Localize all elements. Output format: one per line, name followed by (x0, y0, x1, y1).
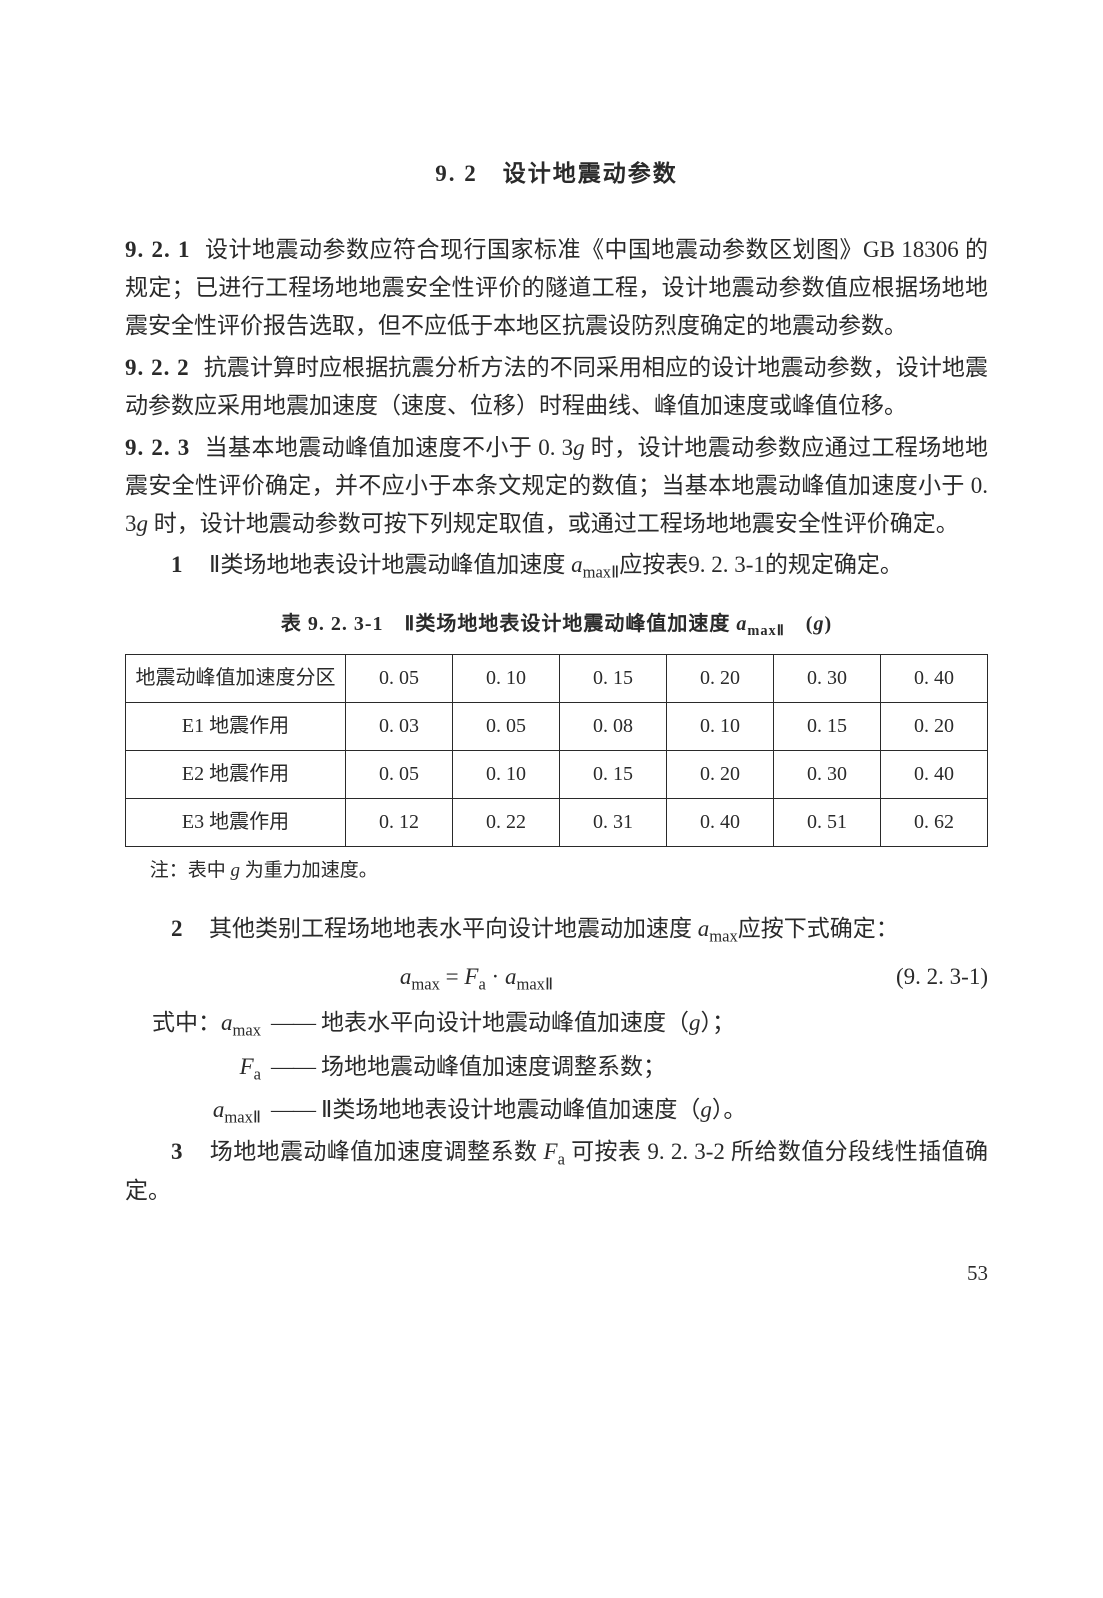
where-row: Fa —— 场地地震动峰值加速度调整系数； (125, 1046, 988, 1089)
where-desc: 场地地震动峰值加速度调整系数； (321, 1046, 988, 1089)
cell: 0. 30 (774, 751, 881, 799)
item-3: 3 场地地震动峰值加速度调整系数 Fa 可按表 9. 2. 3-2 所给数值分段… (125, 1133, 988, 1211)
header-cell: 0. 05 (346, 655, 453, 703)
clause-text: 当基本地震动峰值加速度不小于 0. 3 (204, 435, 573, 460)
dash: —— (265, 1002, 321, 1045)
table-note: 注：表中 g 为重力加速度。 (125, 855, 988, 886)
item-number: 2 (171, 916, 184, 941)
where-row: 式中：amax —— 地表水平向设计地震动峰值加速度（g）； (125, 1002, 988, 1045)
Fa-symbol: Fa (544, 1139, 565, 1164)
a-maxII-symbol: amaxⅡ (571, 552, 619, 577)
dash: —— (265, 1089, 321, 1132)
table-9-2-3-1: 地震动峰值加速度分区 0. 05 0. 10 0. 15 0. 20 0. 30… (125, 654, 988, 847)
clause-text: 设计地震动参数应符合现行国家标准《中国地震动参数区划图》GB 18306 的规定… (125, 237, 988, 338)
where-symbol: Fa (125, 1046, 265, 1089)
cell: 0. 62 (881, 799, 988, 847)
cell: 0. 08 (560, 703, 667, 751)
item-text: Ⅱ类场地地表设计地震动峰值加速度 (209, 552, 571, 577)
item-1: 1 Ⅱ类场地地表设计地震动峰值加速度 amaxⅡ应按表9. 2. 3-1的规定确… (125, 546, 988, 586)
cell: 0. 20 (881, 703, 988, 751)
cell: 0. 05 (346, 751, 453, 799)
cell: 0. 40 (881, 751, 988, 799)
header-cell: 地震动峰值加速度分区 (126, 655, 346, 703)
where-symbol: 式中：amax (125, 1002, 265, 1045)
clause-9-2-2: 9. 2. 2抗震计算时应根据抗震分析方法的不同采用相应的设计地震动参数，设计地… (125, 349, 988, 425)
where-symbol: amaxⅡ (125, 1089, 265, 1132)
header-cell: 0. 30 (774, 655, 881, 703)
clause-text: 抗震计算时应根据抗震分析方法的不同采用相应的设计地震动参数，设计地震动参数应采用… (125, 355, 988, 418)
item-text: 场地地震动峰值加速度调整系数 (210, 1139, 544, 1164)
cell: 0. 05 (453, 703, 560, 751)
g-symbol: g (137, 511, 149, 536)
row-label: E2 地震作用 (126, 751, 346, 799)
row-label: E3 地震作用 (126, 799, 346, 847)
g-symbol: g (573, 435, 585, 460)
item-number: 3 (171, 1139, 184, 1164)
table-row: E1 地震作用 0. 03 0. 05 0. 08 0. 10 0. 15 0.… (126, 703, 988, 751)
clause-9-2-1: 9. 2. 1设计地震动参数应符合现行国家标准《中国地震动参数区划图》GB 18… (125, 231, 988, 345)
clause-text: 时，设计地震动参数可按下列规定取值，或通过工程场地地震安全性评价确定。 (148, 511, 959, 536)
where-desc: Ⅱ类场地地表设计地震动峰值加速度（g）。 (321, 1089, 988, 1132)
clause-number: 9. 2. 1 (125, 237, 191, 262)
header-cell: 0. 10 (453, 655, 560, 703)
item-text: 其他类别工程场地地表水平向设计地震动加速度 (209, 916, 698, 941)
cell: 0. 40 (667, 799, 774, 847)
cell: 0. 10 (667, 703, 774, 751)
cell: 0. 15 (774, 703, 881, 751)
clause-number: 9. 2. 2 (125, 355, 190, 380)
where-desc: 地表水平向设计地震动峰值加速度（g）； (321, 1002, 988, 1045)
cell: 0. 15 (560, 751, 667, 799)
table-row: E3 地震作用 0. 12 0. 22 0. 31 0. 40 0. 51 0.… (126, 799, 988, 847)
table-caption: 表 9. 2. 3-1 Ⅱ类场地地表设计地震动峰值加速度 amaxⅡ (g) (125, 608, 988, 644)
page-number: 53 (125, 1256, 988, 1291)
item-2: 2 其他类别工程场地地表水平向设计地震动加速度 amax应按下式确定： (125, 910, 988, 950)
item-text: 应按下式确定： (738, 916, 899, 941)
row-label: E1 地震作用 (126, 703, 346, 751)
header-cell: 0. 15 (560, 655, 667, 703)
cell: 0. 20 (667, 751, 774, 799)
section-title: 9. 2 设计地震动参数 (125, 155, 988, 193)
header-cell: 0. 20 (667, 655, 774, 703)
table-header-row: 地震动峰值加速度分区 0. 05 0. 10 0. 15 0. 20 0. 30… (126, 655, 988, 703)
cell: 0. 03 (346, 703, 453, 751)
item-text: 应按表9. 2. 3-1的规定确定。 (619, 552, 903, 577)
cell: 0. 31 (560, 799, 667, 847)
dash: —— (265, 1046, 321, 1089)
table-row: E2 地震作用 0. 05 0. 10 0. 15 0. 20 0. 30 0.… (126, 751, 988, 799)
cell: 0. 22 (453, 799, 560, 847)
where-row: amaxⅡ —— Ⅱ类场地地表设计地震动峰值加速度（g）。 (125, 1089, 988, 1132)
g-symbol: g (230, 860, 240, 881)
cell: 0. 51 (774, 799, 881, 847)
cell: 0. 10 (453, 751, 560, 799)
formula-expression: amax = Fa · amaxⅡ (125, 958, 828, 998)
where-block: 式中：amax —— 地表水平向设计地震动峰值加速度（g）； Fa —— 场地地… (125, 1002, 988, 1132)
clause-number: 9. 2. 3 (125, 435, 190, 460)
a-max-symbol: amax (698, 916, 738, 941)
formula-number: (9. 2. 3-1) (828, 958, 988, 996)
formula-9-2-3-1: amax = Fa · amaxⅡ (9. 2. 3-1) (125, 958, 988, 998)
clause-9-2-3: 9. 2. 3当基本地震动峰值加速度不小于 0. 3g 时，设计地震动参数应通过… (125, 429, 988, 543)
item-number: 1 (171, 552, 184, 577)
cell: 0. 12 (346, 799, 453, 847)
header-cell: 0. 40 (881, 655, 988, 703)
